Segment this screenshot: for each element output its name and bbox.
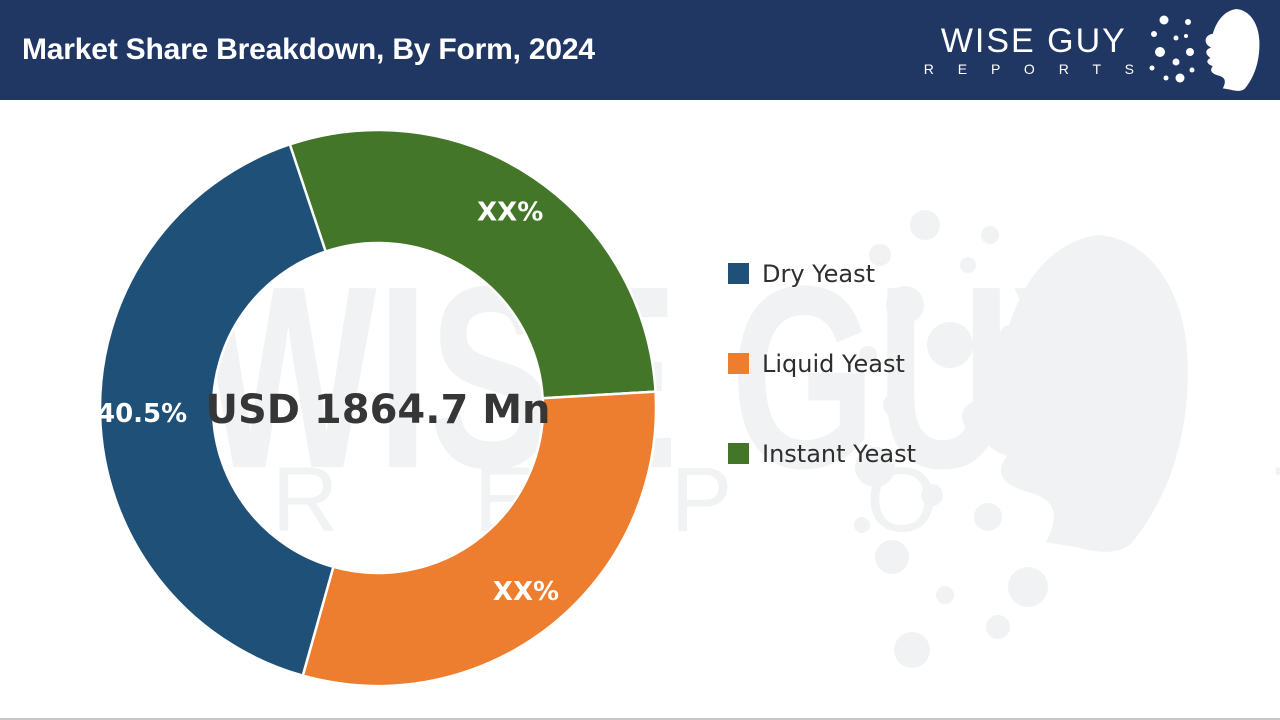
face-dot xyxy=(1149,65,1155,71)
face-profile xyxy=(979,235,1188,552)
face-dot xyxy=(1151,31,1157,37)
page-title: Market Share Breakdown, By Form, 2024 xyxy=(22,33,595,66)
donut-segment-liquid-yeast xyxy=(301,390,658,688)
legend-label: Liquid Yeast xyxy=(762,349,905,378)
face-dot xyxy=(1173,35,1179,41)
face-profile xyxy=(1205,9,1260,91)
legend-swatch xyxy=(728,353,749,374)
face-dot xyxy=(1159,15,1169,25)
logo-wordmark: WISE GUY xyxy=(940,22,1127,60)
legend-item-instant-yeast: Instant Yeast xyxy=(728,439,917,468)
face-dot xyxy=(1172,58,1180,66)
logo-face-icon xyxy=(1149,9,1260,91)
face-dot xyxy=(1184,34,1188,38)
legend-item-dry-yeast: Dry Yeast xyxy=(728,259,916,288)
face-dot xyxy=(936,586,954,604)
face-dot xyxy=(1163,75,1169,81)
face-dot xyxy=(927,322,973,368)
legend-swatch xyxy=(728,263,749,284)
bottom-border xyxy=(0,718,1280,720)
face-dot xyxy=(981,226,999,244)
logo-text-block: WISE GUY R E P O R T S xyxy=(924,24,1144,76)
face-dot xyxy=(960,257,976,273)
legend-swatch xyxy=(728,443,749,464)
donut-segment-instant-yeast xyxy=(288,128,657,400)
face-dot xyxy=(1186,48,1194,56)
chart-area: WISE GUY R E P O R T S XX%XX%40.5%USD 18… xyxy=(0,100,1280,718)
donut-segment-dry-yeast xyxy=(98,143,335,677)
face-dot xyxy=(875,540,909,574)
chart-legend: Dry Yeast Liquid Yeast Instant Yeast xyxy=(728,259,917,531)
legend-label: Instant Yeast xyxy=(762,439,917,468)
face-dot xyxy=(1008,567,1048,607)
face-dot xyxy=(974,503,1002,531)
logo-subtitle: R E P O R T S xyxy=(923,61,1144,77)
face-dot xyxy=(1185,19,1191,25)
face-dot xyxy=(910,210,940,240)
donut-center-value: USD 1864.7 Mn xyxy=(206,387,551,433)
face-dot xyxy=(1175,73,1185,83)
face-dot xyxy=(1014,467,1030,483)
legend-label: Dry Yeast xyxy=(762,259,876,288)
face-dot xyxy=(1189,67,1195,73)
wise-guy-reports-logo: WISE GUY R E P O R T S xyxy=(924,8,1266,92)
face-dot xyxy=(921,484,943,506)
face-dot xyxy=(986,615,1010,639)
donut-chart: XX% XX% 40.5% USD 1864.7 Mn xyxy=(97,128,658,688)
face-dot xyxy=(962,401,994,433)
legend-item-liquid-yeast: Liquid Yeast xyxy=(728,349,916,378)
segment-value-label: XX% xyxy=(493,577,559,607)
face-dot xyxy=(1000,325,1020,345)
segment-value-label: XX% xyxy=(477,198,543,228)
segment-value-label: 40.5% xyxy=(97,399,187,429)
header-bar: Market Share Breakdown, By Form, 2024 WI… xyxy=(0,0,1280,100)
face-dot xyxy=(1155,47,1165,57)
face-dot xyxy=(894,632,930,668)
